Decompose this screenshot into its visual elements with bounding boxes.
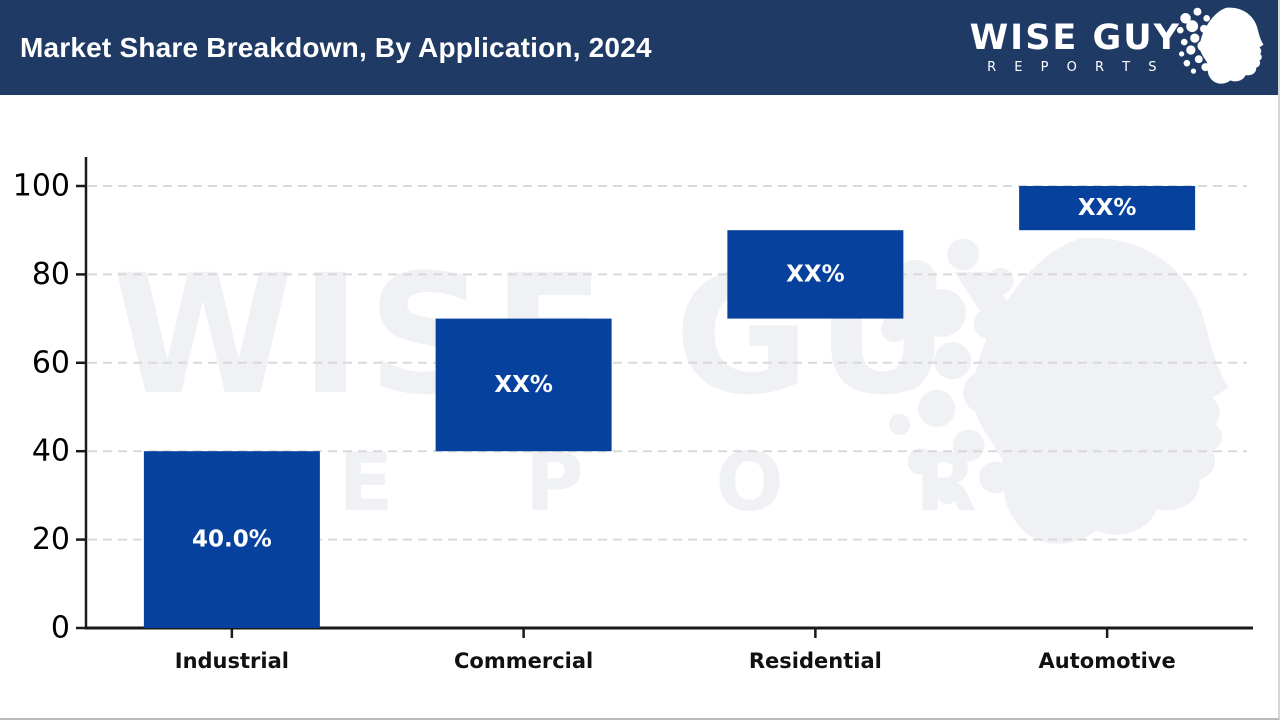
bar-label-Automotive: XX% xyxy=(1078,195,1137,221)
bar-Residential xyxy=(727,230,904,319)
wiseguy-logo: WISE GUY R E P O R T S xyxy=(970,0,1274,95)
chart-area: WISE GUY R E P O R T S 0 20 40 60 80 100 40.0%… xyxy=(0,95,1278,718)
y-tick-label-60: 60 xyxy=(32,345,70,380)
x-category-label-Commercial: Commercial xyxy=(454,649,593,673)
x-category-label-Residential: Residential xyxy=(749,649,882,673)
bar-label-Industrial: 40.0% xyxy=(192,527,272,553)
y-tick-label-0: 0 xyxy=(51,611,70,646)
bar-Industrial xyxy=(143,451,320,628)
logo-wordmark: WISE GUY R E P O R T S xyxy=(969,17,1181,75)
bar-label-Residential: XX% xyxy=(786,261,845,287)
logo-wordmark-line1: WISE GUY xyxy=(969,17,1181,58)
bar-Automotive xyxy=(1019,186,1196,231)
waterfall-chart: 0 20 40 60 80 100 40.0% Industrial XX% Commercial… xyxy=(13,157,1253,673)
wiseguy-head-icon xyxy=(1176,7,1264,84)
y-tick-label-80: 80 xyxy=(32,257,70,292)
header: Market Share Breakdown, By Application, … xyxy=(0,0,1278,95)
bar-Commercial xyxy=(435,318,612,452)
y-tick-label-20: 20 xyxy=(32,522,70,557)
x-category-label-Automotive: Automotive xyxy=(1039,649,1176,673)
y-tick-label-100: 100 xyxy=(13,169,70,204)
page-title: Market Share Breakdown, By Application, … xyxy=(20,31,652,63)
x-category-label-Industrial: Industrial xyxy=(175,649,289,673)
logo-wordmark-line2: R E P O R T S xyxy=(987,59,1164,75)
y-tick-label-40: 40 xyxy=(32,434,70,469)
bar-label-Commercial: XX% xyxy=(494,372,553,398)
